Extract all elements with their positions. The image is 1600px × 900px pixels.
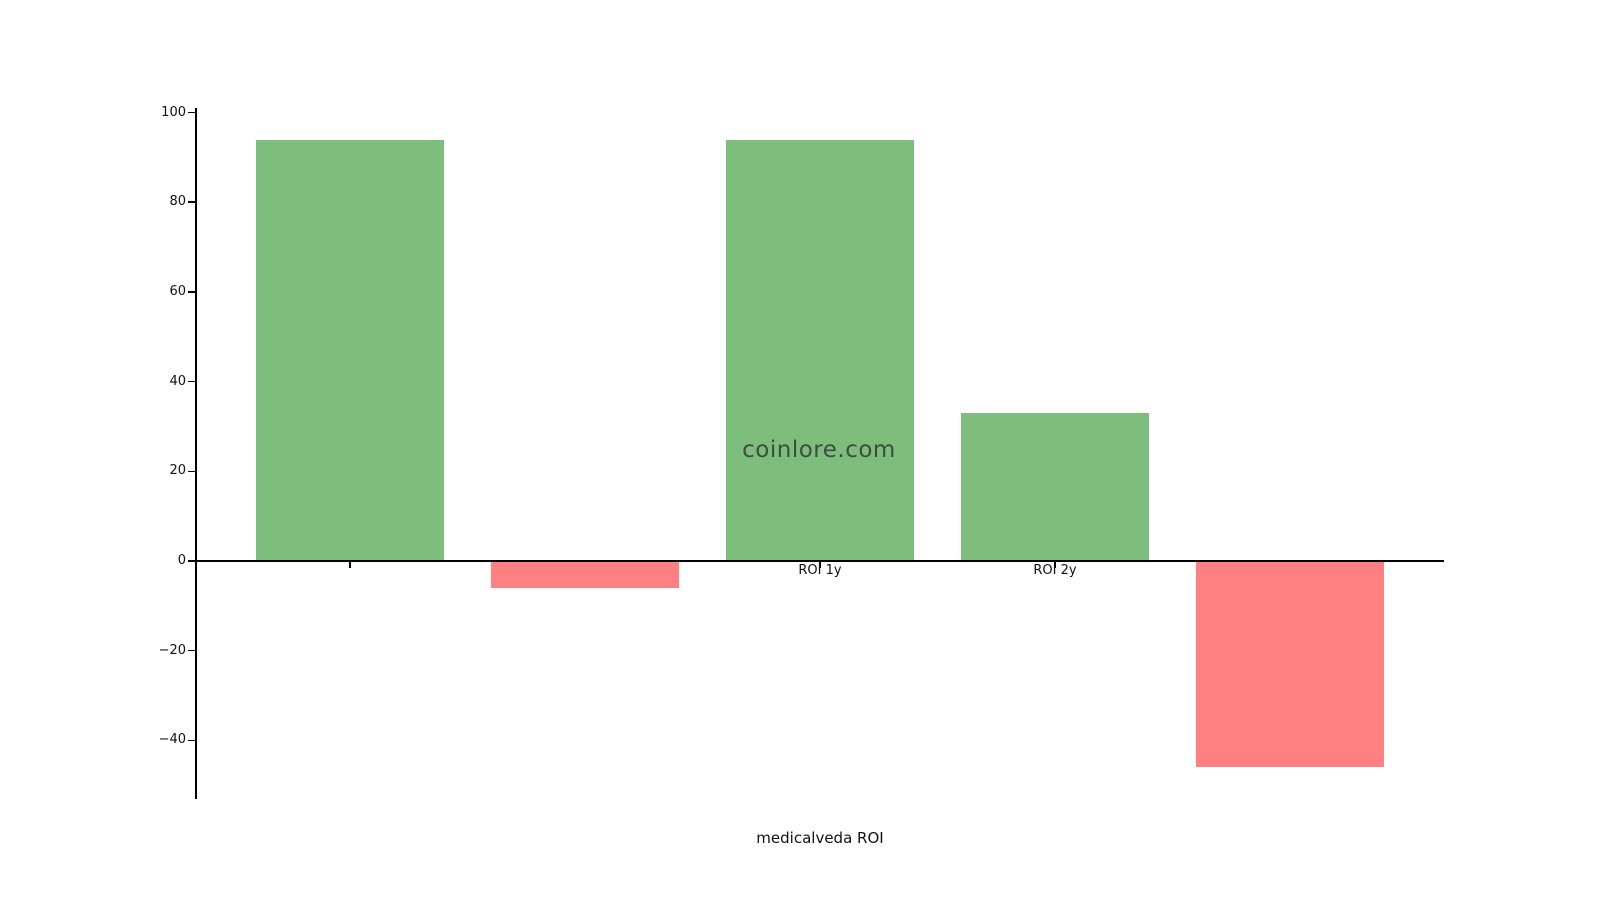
y-tick-mark (188, 739, 196, 742)
x-axis-line (195, 560, 1444, 562)
y-tick-label: 0 (177, 553, 186, 569)
y-tick-mark (188, 380, 196, 383)
x-tick-mark (819, 561, 821, 568)
y-tick-mark (188, 111, 196, 114)
y-tick-label: 60 (169, 284, 186, 300)
x-tick-mark (1054, 561, 1056, 568)
watermark-text: coinlore.com (742, 437, 896, 463)
y-tick-label: 20 (169, 463, 186, 479)
x-tick-label: ROI 1y (798, 563, 842, 578)
y-tick-label: −40 (158, 732, 186, 748)
chart-title: medicalveda ROI (756, 829, 884, 847)
x-tick-label: ROI 2y (1033, 563, 1077, 578)
y-tick-mark (188, 201, 196, 204)
bar-roi-1y (726, 139, 914, 561)
y-tick-label: −20 (158, 642, 186, 658)
y-tick-mark (188, 291, 196, 293)
y-tick-label: 80 (169, 194, 186, 210)
x-tick-mark (349, 561, 351, 568)
y-tick-mark (188, 560, 196, 562)
bar-column-1 (256, 139, 444, 561)
y-tick-mark (188, 649, 196, 652)
bar-column-5 (1196, 561, 1384, 768)
y-tick-mark (188, 470, 196, 473)
bar-roi-2y (961, 413, 1149, 561)
bar-column-2 (491, 561, 679, 588)
y-tick-label: 100 (161, 104, 186, 120)
y-axis-spine (195, 108, 197, 799)
y-tick-label: 40 (169, 373, 186, 389)
